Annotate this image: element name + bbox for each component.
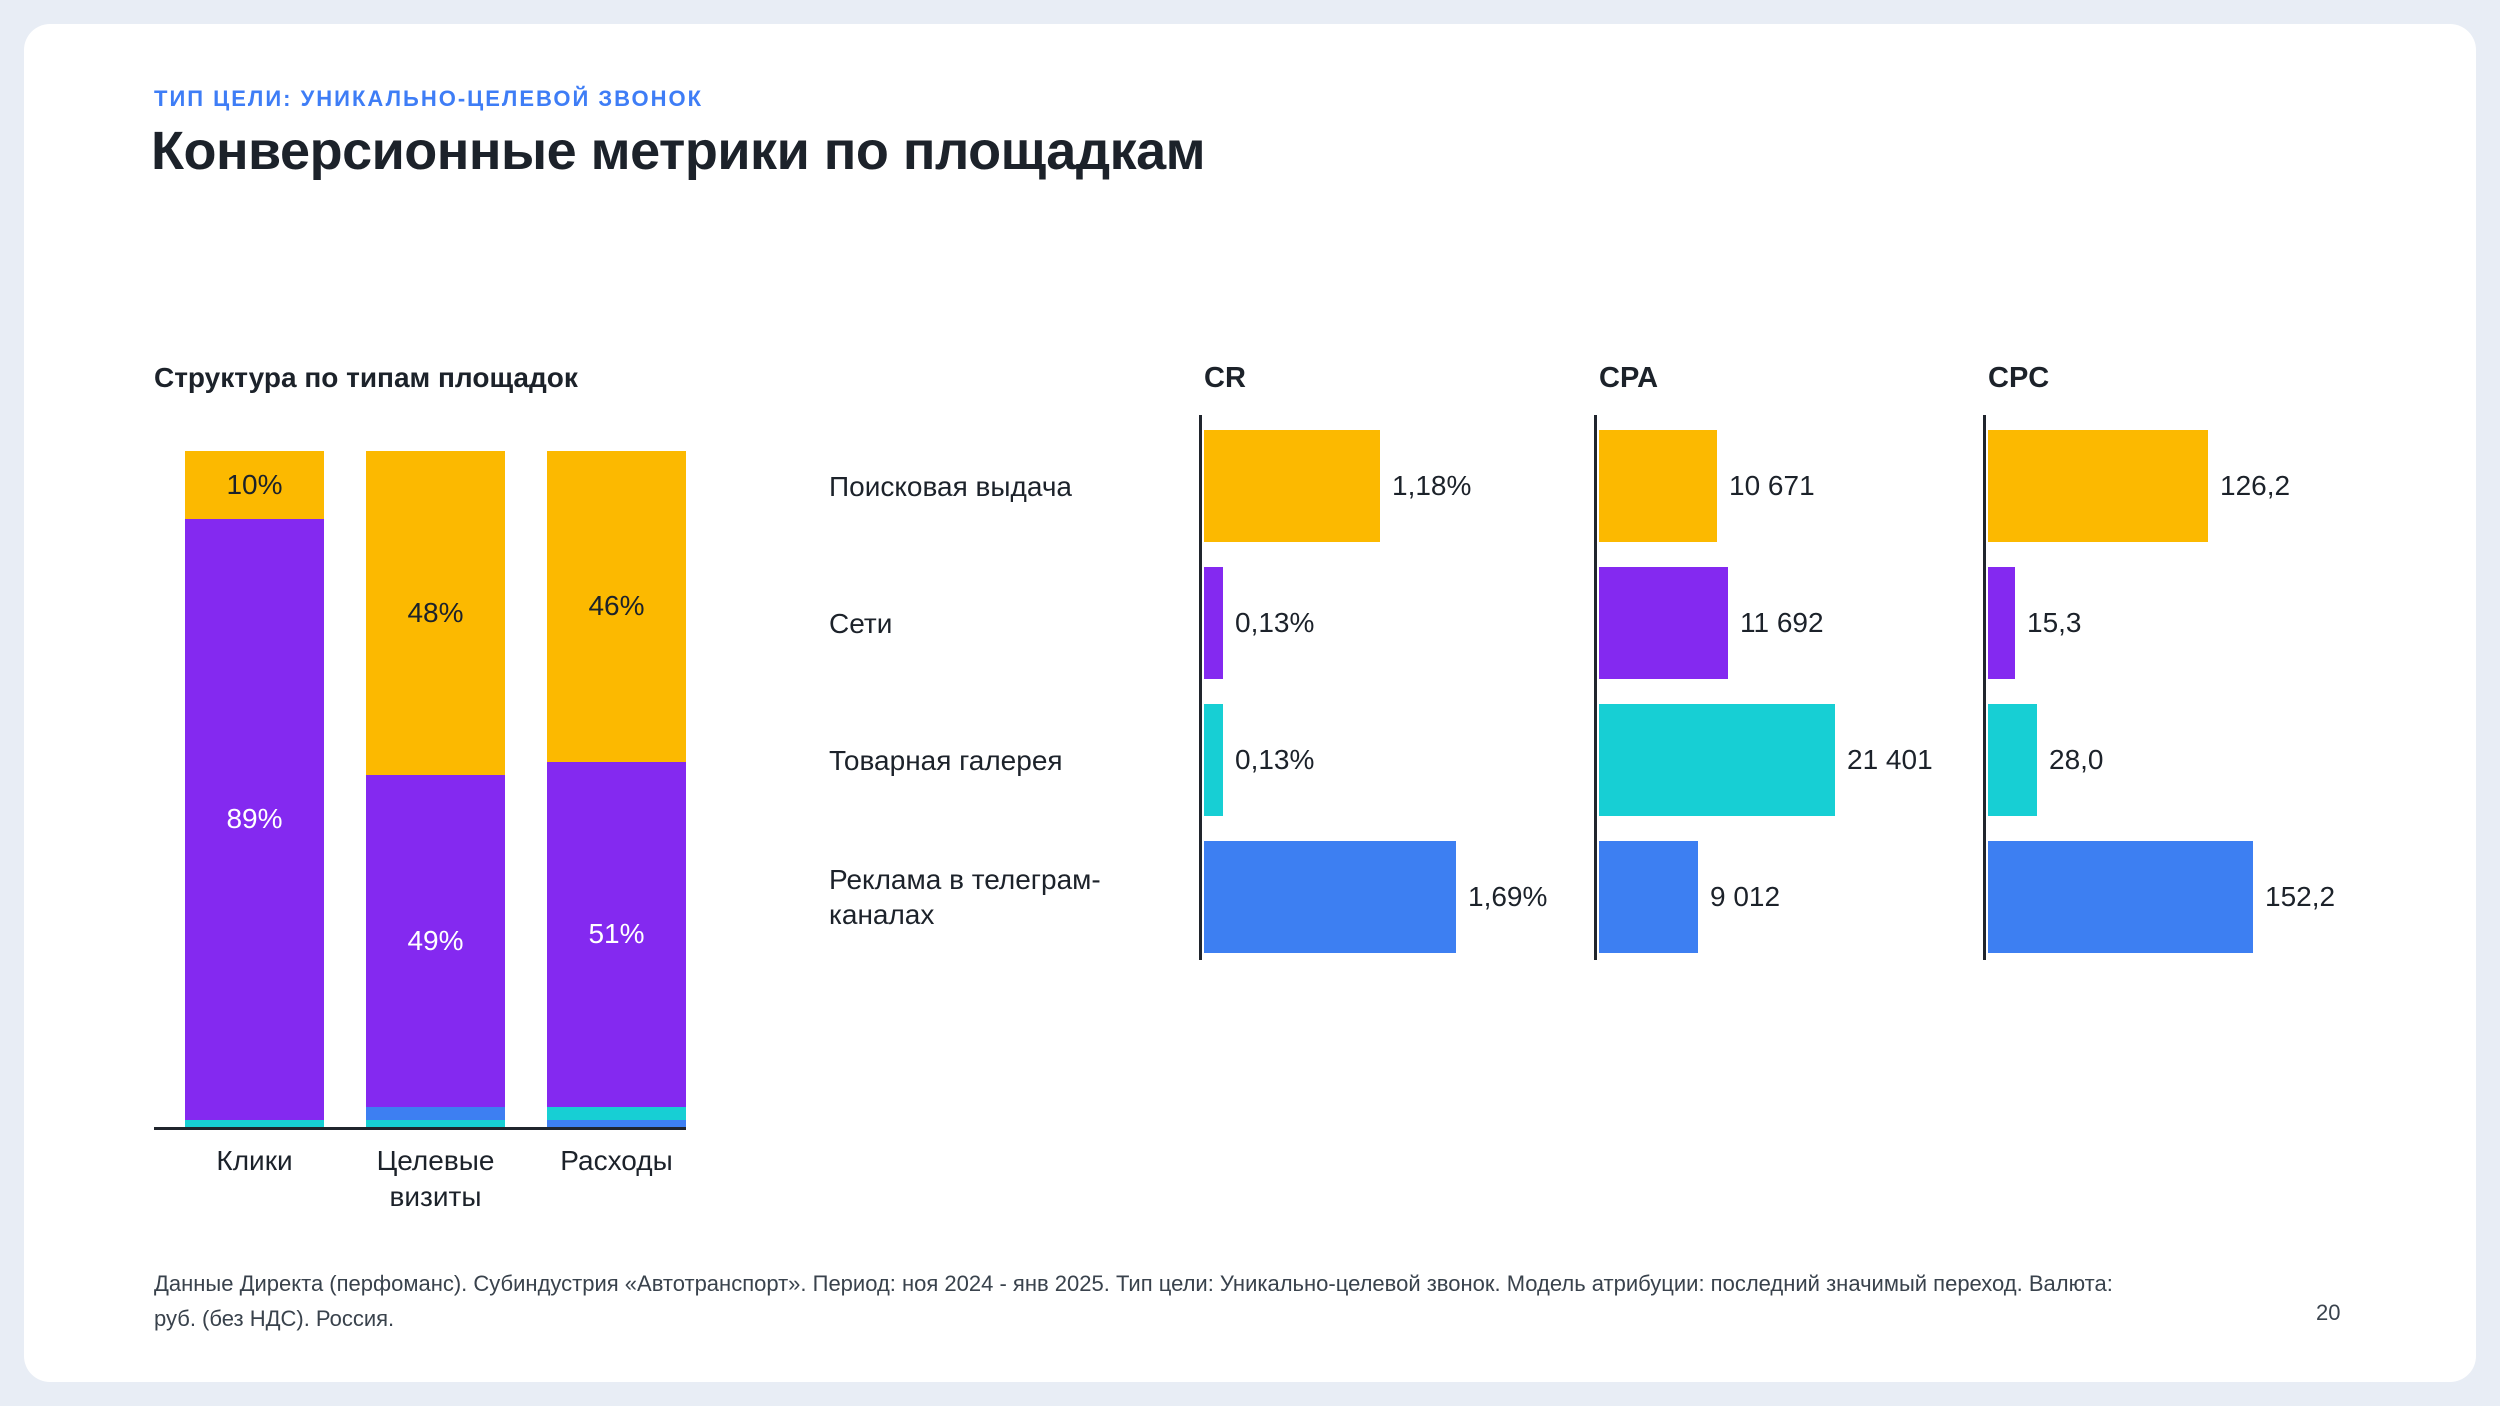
segment-value-label: 89% bbox=[226, 803, 283, 835]
category-label: Целевые визиты bbox=[376, 1145, 495, 1213]
bar-row: 126,2 bbox=[1988, 430, 2335, 542]
segment-gallery bbox=[547, 1106, 686, 1121]
bar-row: 28,0 bbox=[1988, 704, 2335, 816]
x-axis-line bbox=[154, 1127, 686, 1130]
slide-card: ТИП ЦЕЛИ: УНИКАЛЬНО-ЦЕЛЕВОЙ ЗВОНОК Конве… bbox=[24, 24, 2476, 1382]
bar-value-label: 15,3 bbox=[2027, 607, 2082, 638]
cpc-bar-3 bbox=[1988, 704, 2037, 816]
stacked-bar-3: 46% 51% bbox=[547, 451, 686, 1127]
bar-row: 1,69% bbox=[1204, 841, 1547, 953]
cpa-bar-2 bbox=[1599, 567, 1728, 679]
segment-search: 10% bbox=[185, 451, 324, 519]
bar-row: 0,13% bbox=[1204, 567, 1547, 679]
cr-bar-1 bbox=[1204, 430, 1380, 542]
bar-row: 1,18% bbox=[1204, 430, 1547, 542]
platform-label: Поисковая выдача bbox=[829, 470, 1073, 502]
segment-networks: 89% bbox=[185, 518, 324, 1121]
page-title: Конверсионные метрики по площадкам bbox=[151, 121, 1206, 181]
segment-value-label: 46% bbox=[588, 590, 645, 622]
platform-label: Товарная галерея bbox=[829, 744, 1063, 776]
segment-value-label: 49% bbox=[407, 925, 464, 957]
segment-search: 48% bbox=[366, 451, 505, 776]
category-labels: Клики Целевые визиты Расходы bbox=[175, 1143, 696, 1216]
bar-value-label: 1,69% bbox=[1468, 881, 1548, 912]
bar-value-label: 28,0 bbox=[2049, 744, 2104, 775]
cpc-bar-4 bbox=[1988, 841, 2253, 953]
cpa-bar-3 bbox=[1599, 704, 1835, 816]
cpc-chart: 126,2 15,3 28,0 152,2 bbox=[1983, 415, 2335, 960]
cpa-y-axis-line bbox=[1594, 415, 1597, 960]
cpa-chart-title: CPA bbox=[1599, 362, 1659, 394]
cpc-chart-title: CPC bbox=[1988, 362, 2050, 394]
bar-row: 11 692 bbox=[1599, 567, 1933, 679]
cpc-bars: 126,2 15,3 28,0 152,2 bbox=[1983, 415, 2335, 953]
cpc-y-axis-line bbox=[1983, 415, 1986, 960]
category-label: Клики bbox=[216, 1145, 293, 1176]
bar-value-label: 21 401 bbox=[1847, 744, 1933, 775]
bar-row: 9 012 bbox=[1599, 841, 1933, 953]
bar-row: 15,3 bbox=[1988, 567, 2335, 679]
platform-row-labels: Поисковая выдача Сети Товарная галерея Рекл… bbox=[829, 415, 1169, 978]
stacked-bar-1: 10% 89% bbox=[185, 451, 324, 1127]
bar-row: 10 671 bbox=[1599, 430, 1933, 542]
cpa-bar-1 bbox=[1599, 430, 1717, 542]
structure-chart-title: Структура по типам площадок bbox=[154, 362, 578, 393]
cr-y-axis-line bbox=[1199, 415, 1202, 960]
bar-row: 21 401 bbox=[1599, 704, 1933, 816]
cr-bar-2 bbox=[1204, 567, 1223, 679]
cr-chart: 1,18% 0,13% 0,13% 1,69% bbox=[1199, 415, 1547, 960]
segment-telegram bbox=[366, 1106, 505, 1121]
bar-row: 152,2 bbox=[1988, 841, 2335, 953]
bar-value-label: 1,18% bbox=[1392, 470, 1472, 501]
segment-search: 46% bbox=[547, 451, 686, 762]
segment-value-label: 48% bbox=[407, 597, 464, 629]
bar-value-label: 0,13% bbox=[1235, 607, 1315, 638]
bar-row: 0,13% bbox=[1204, 704, 1547, 816]
segment-value-label: 10% bbox=[226, 468, 283, 500]
bar-value-label: 126,2 bbox=[2220, 470, 2291, 501]
stacked-bars: 10% 89% 48% 49% 46% 51% bbox=[154, 451, 699, 1127]
cr-bars: 1,18% 0,13% 0,13% 1,69% bbox=[1199, 415, 1547, 953]
page-number: 20 bbox=[2316, 1300, 2341, 1325]
cr-bar-4 bbox=[1204, 841, 1456, 953]
cpa-bar-4 bbox=[1599, 841, 1698, 953]
bar-value-label: 0,13% bbox=[1235, 744, 1315, 775]
bar-value-label: 9 012 bbox=[1710, 881, 1781, 912]
category-label: Расходы bbox=[560, 1145, 673, 1176]
bar-value-label: 152,2 bbox=[2265, 881, 2336, 912]
stacked-bar-2: 48% 49% bbox=[366, 451, 505, 1127]
goal-type-label: ТИП ЦЕЛИ: УНИКАЛЬНО-ЦЕЛЕВОЙ ЗВОНОК bbox=[154, 86, 704, 111]
cpc-bar-1 bbox=[1988, 430, 2208, 542]
structure-chart: 10% 89% 48% 49% 46% 51% Клики Целевые визиты Ра… bbox=[154, 451, 699, 1212]
bar-value-label: 11 692 bbox=[1740, 607, 1824, 638]
cpc-bar-2 bbox=[1988, 567, 2015, 679]
segment-gallery bbox=[366, 1120, 505, 1127]
bar-value-label: 10 671 bbox=[1729, 470, 1815, 501]
cpa-chart: 10 671 11 692 21 401 9 012 bbox=[1594, 415, 1933, 960]
cpa-bars: 10 671 11 692 21 401 9 012 bbox=[1594, 415, 1933, 953]
cr-bar-3 bbox=[1204, 704, 1223, 816]
platform-label: Реклама в телеграм-каналах bbox=[829, 864, 1101, 930]
segment-networks: 49% bbox=[366, 775, 505, 1107]
segment-gallery bbox=[185, 1120, 324, 1127]
footer-note: Данные Директа (перфоманс). Субиндустрия… bbox=[154, 1271, 2113, 1332]
segment-telegram bbox=[547, 1120, 686, 1127]
cr-chart-title: CR bbox=[1204, 362, 1246, 394]
segment-networks: 51% bbox=[547, 761, 686, 1107]
segment-value-label: 51% bbox=[588, 918, 645, 950]
platform-label: Сети bbox=[829, 607, 893, 639]
